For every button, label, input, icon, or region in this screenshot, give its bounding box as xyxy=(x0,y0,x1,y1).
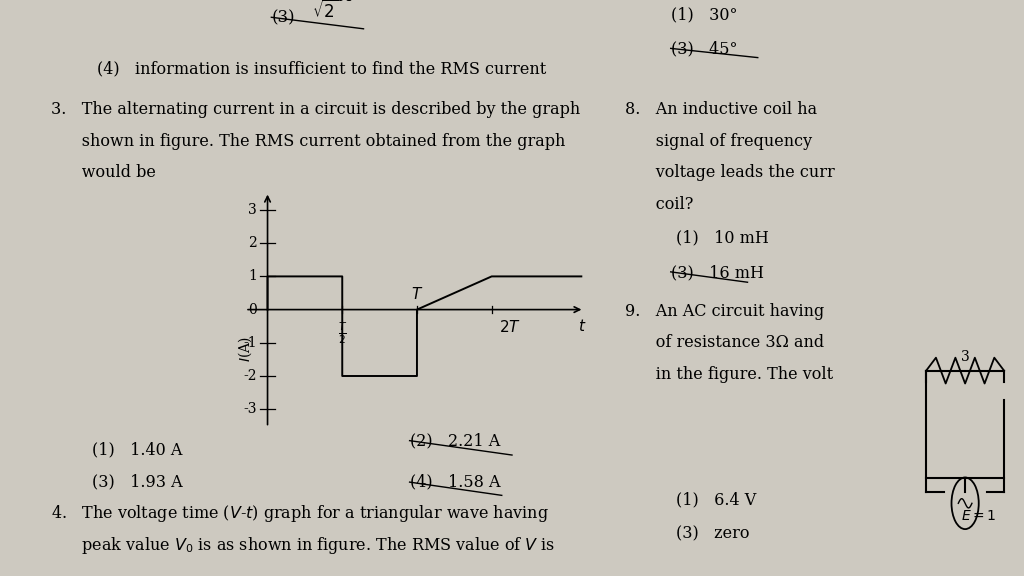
Text: peak value $V_0$ is as shown in figure. The RMS value of $V$ is: peak value $V_0$ is as shown in figure. … xyxy=(51,535,555,556)
Text: of resistance 3Ω and: of resistance 3Ω and xyxy=(625,334,823,351)
Text: shown in figure. The RMS current obtained from the graph: shown in figure. The RMS current obtaine… xyxy=(51,132,565,150)
Text: $2T$: $2T$ xyxy=(499,319,521,335)
Text: (1)   30°: (1) 30° xyxy=(671,6,737,23)
Text: -1: -1 xyxy=(244,336,257,350)
Text: (2)   2.21 A: (2) 2.21 A xyxy=(410,432,500,449)
Text: (1)   10 mH: (1) 10 mH xyxy=(676,229,769,247)
Text: 3: 3 xyxy=(961,350,970,365)
Text: (3)   16 mH: (3) 16 mH xyxy=(671,264,764,281)
Text: -3: -3 xyxy=(244,402,257,416)
Text: $T$: $T$ xyxy=(411,286,423,302)
Text: -2: -2 xyxy=(244,369,257,383)
Text: (3): (3) xyxy=(271,9,295,26)
Text: $I$(A): $I$(A) xyxy=(237,336,254,362)
Text: 3.   The alternating current in a circuit is described by the graph: 3. The alternating current in a circuit … xyxy=(51,101,581,118)
Text: 4.   The voltage time ($V$-$t$) graph for a triangular wave having: 4. The voltage time ($V$-$t$) graph for … xyxy=(51,503,549,524)
Text: would be: would be xyxy=(51,164,156,181)
Text: $E = 1$: $E = 1$ xyxy=(961,509,996,523)
Text: 1: 1 xyxy=(248,270,257,283)
Text: (3)   1.93 A: (3) 1.93 A xyxy=(92,473,183,491)
Text: signal of frequency: signal of frequency xyxy=(625,132,812,150)
Text: 0: 0 xyxy=(249,302,257,317)
Text: $\frac{T}{2}$: $\frac{T}{2}$ xyxy=(338,320,347,346)
Text: $\dfrac{1}{\sqrt{2}}$A: $\dfrac{1}{\sqrt{2}}$A xyxy=(312,0,353,20)
Text: (1)   1.40 A: (1) 1.40 A xyxy=(92,441,182,458)
Text: 8.   An inductive coil ha: 8. An inductive coil ha xyxy=(625,101,817,118)
Text: (4)   information is insufficient to find the RMS current: (4) information is insufficient to find … xyxy=(97,60,547,78)
Text: (4)   1.58 A: (4) 1.58 A xyxy=(410,473,500,491)
Text: (1)   6.4 V: (1) 6.4 V xyxy=(676,491,756,508)
Text: 3: 3 xyxy=(249,203,257,217)
Text: coil?: coil? xyxy=(625,196,693,213)
Text: (3)   45°: (3) 45° xyxy=(671,40,737,58)
Text: $t$: $t$ xyxy=(579,318,587,334)
Text: 9.   An AC circuit having: 9. An AC circuit having xyxy=(625,302,824,320)
Text: voltage leads the curr: voltage leads the curr xyxy=(625,164,835,181)
Text: in the figure. The volt: in the figure. The volt xyxy=(625,366,833,383)
Text: (3)   zero: (3) zero xyxy=(676,525,750,543)
Text: 2: 2 xyxy=(249,236,257,250)
